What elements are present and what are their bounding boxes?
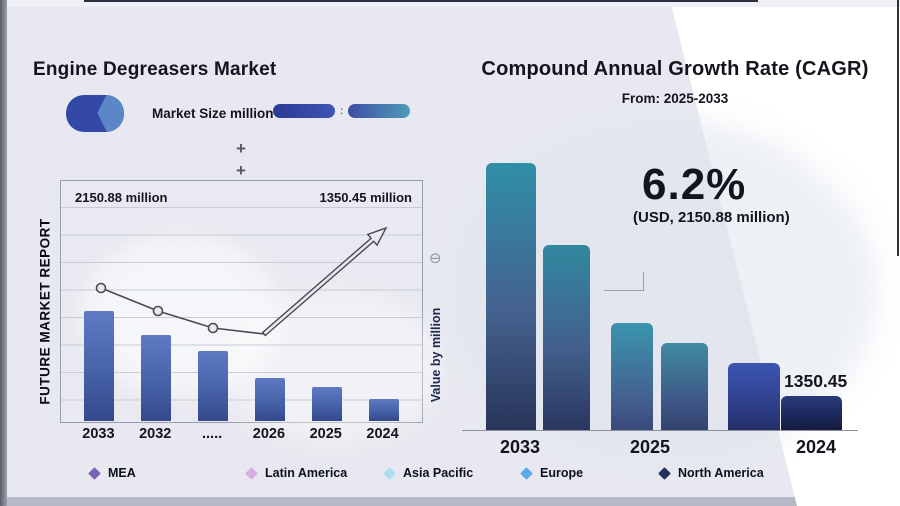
bar-2033-left	[486, 163, 536, 430]
ratio-pills: :	[273, 104, 411, 118]
bar-2025-left	[611, 323, 653, 430]
cagr-title: Compound Annual Growth Rate (CAGR)	[481, 58, 869, 80]
x-label-2033: 2033	[499, 437, 541, 457]
bar-2024-right	[781, 396, 842, 430]
bottom-edge-strip	[7, 497, 900, 506]
bar-2032	[141, 334, 172, 421]
legend-item-europe: Europe	[520, 466, 584, 480]
bar-dots	[198, 351, 229, 421]
diamond-marker-icon	[383, 466, 396, 480]
bar-2026	[254, 377, 285, 421]
corner-line-decoration	[604, 272, 644, 291]
chart-value-labels: 2150.88 million 1350.45 million	[75, 190, 412, 205]
x-label: .....	[201, 426, 223, 442]
x-label: 2024	[366, 426, 399, 442]
bar-series	[71, 181, 412, 421]
value-annotation-1350: 1350.45	[784, 371, 848, 391]
cylinder-facet	[97, 94, 124, 132]
bar-2033-right	[543, 244, 590, 430]
window-top-border	[84, 0, 758, 2]
page-title: Engine Degreasers Market	[33, 59, 277, 80]
market-size-chart: 2150.88 million 1350.45 million	[60, 180, 442, 441]
minus-circle-icon: ⊖	[429, 250, 442, 267]
pill-blue-teal	[348, 104, 411, 118]
window-top-edge	[7, 0, 900, 7]
x-label: 2032	[139, 426, 172, 442]
x-axis-labels: 2033 2032 ..... 2026 2025 2024	[60, 426, 421, 442]
gridlines	[61, 207, 422, 422]
y-axis-title-value-by-million: Value by million	[429, 307, 443, 403]
pill-dark-blue	[273, 104, 335, 118]
x-label: 2025	[309, 426, 342, 442]
legend-item-latin-america: Latin America	[245, 466, 348, 480]
pill-separator: :	[340, 105, 344, 117]
bar-2024-left	[728, 362, 780, 430]
bar-2024	[368, 399, 399, 421]
plus-mark-icon: +	[236, 139, 246, 158]
growth-arrow	[261, 226, 388, 337]
plus-mark-icon: +	[236, 161, 246, 180]
diamond-marker-icon	[245, 466, 258, 480]
cagr-subtitle: From: 2025-2033	[621, 91, 729, 106]
bar-2025	[311, 387, 342, 421]
market-size-label: Market Size million	[152, 105, 274, 121]
x-label: 2033	[82, 426, 115, 442]
diamond-marker-icon	[88, 466, 101, 480]
cylinder-icon	[66, 94, 124, 132]
diamond-marker-icon	[658, 466, 671, 480]
cagr-value: 6.2%	[642, 160, 747, 209]
legend-label: Latin America	[265, 466, 348, 480]
legend-label: Asia Pacific	[403, 466, 474, 480]
x-axis-line	[462, 429, 858, 431]
x-label: 2026	[252, 426, 286, 442]
end-value-label: 1350.45 million	[319, 190, 413, 205]
window-left-edge	[0, 0, 7, 506]
bar-2033	[84, 310, 115, 421]
start-value-label: 2150.88 million	[75, 190, 168, 205]
y-axis-title-left: FUTURE MARKET REPORT	[37, 218, 53, 405]
trend-line-and-arrow	[95, 226, 388, 337]
cagr-bar-chart: 1350.45 2033 2025 2024	[462, 150, 858, 457]
legend-item-north-america: North America	[658, 466, 764, 480]
bar-2025-right	[661, 342, 708, 430]
legend-label: Europe	[540, 466, 584, 480]
legend-item-mea: MEA	[88, 466, 136, 480]
x-label-2024: 2024	[795, 437, 837, 457]
cagr-note: (USD, 2150.88 million)	[633, 209, 790, 226]
market-size-legend: Market Size million	[66, 94, 274, 132]
region-legend: MEA Latin America Asia Pacific Europe No…	[0, 466, 900, 486]
diamond-marker-icon	[520, 466, 533, 480]
legend-label: North America	[678, 466, 764, 480]
legend-item-asia-pacific: Asia Pacific	[383, 466, 474, 480]
window-right-border	[897, 0, 899, 256]
legend-label: MEA	[108, 466, 136, 480]
x-label-2025: 2025	[629, 437, 671, 457]
